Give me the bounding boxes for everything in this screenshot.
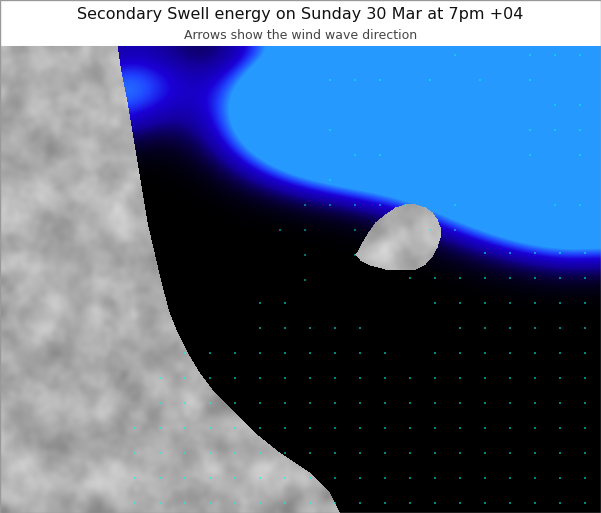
- Text: Arrows show the wind wave direction: Arrows show the wind wave direction: [184, 29, 417, 43]
- Text: Secondary Swell energy on Sunday 30 Mar at 7pm +04: Secondary Swell energy on Sunday 30 Mar …: [78, 7, 523, 22]
